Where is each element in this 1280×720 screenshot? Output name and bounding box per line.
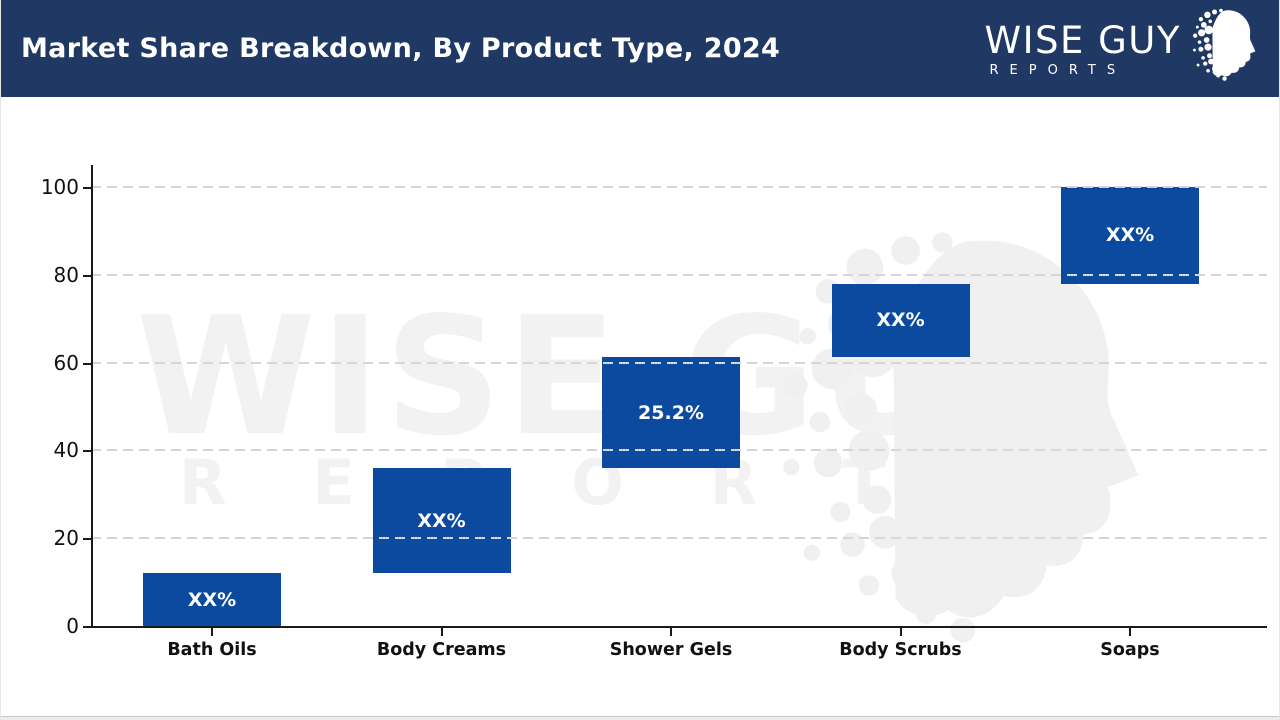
waterfall-bar: XX% xyxy=(372,467,511,574)
y-axis-tick-label: 20 xyxy=(53,526,79,551)
waterfall-bar: XX% xyxy=(143,573,281,626)
y-axis-tick-label: 100 xyxy=(40,175,79,199)
x-axis-tick xyxy=(211,628,213,636)
gridline xyxy=(91,361,1267,364)
logo-subtitle: REPORTS xyxy=(989,63,1127,79)
bottom-edge-rule xyxy=(1,716,1279,720)
x-axis-tick xyxy=(1129,628,1131,636)
waterfall-chart: XX% XX% 25.2% XX% XX% 0 20 40 60 80 100 Bath Oils Bo… xyxy=(1,97,1279,720)
x-axis-category-label: Body Scrubs xyxy=(839,640,962,660)
bar-value-label: XX% xyxy=(1105,224,1155,247)
bar-value-label: XX% xyxy=(417,509,466,532)
y-axis-tick-label: 80 xyxy=(53,262,79,287)
y-axis-tick-label: 40 xyxy=(53,438,79,463)
y-axis-tick-label: 0 xyxy=(66,614,79,638)
gridline xyxy=(91,537,1267,540)
gridline xyxy=(91,273,1267,276)
y-axis-tick xyxy=(83,450,91,453)
x-axis-category-label: Body Creams xyxy=(376,640,507,660)
page-title: Market Share Breakdown, By Product Type,… xyxy=(21,33,781,64)
gridline xyxy=(91,449,1267,452)
x-axis-tick xyxy=(440,628,443,636)
y-axis-tick xyxy=(83,274,91,277)
bar-value-label: XX% xyxy=(876,309,925,332)
bar-value-label: XX% xyxy=(187,588,237,611)
x-axis-category-label: Soaps xyxy=(1100,640,1160,660)
header-band: Market Share Breakdown, By Product Type,… xyxy=(1,0,1279,97)
bar-value-label: 25.2% xyxy=(638,401,704,424)
wise-guy-logo: WISE GUY REPORTS xyxy=(985,8,1265,92)
x-axis-tick xyxy=(670,628,672,636)
y-axis-tick xyxy=(83,626,91,628)
waterfall-bar: XX% xyxy=(1061,187,1199,284)
x-axis-tick xyxy=(899,628,902,636)
y-axis-line xyxy=(91,165,93,628)
logo-text: WISE GUY REPORTS xyxy=(984,18,1181,79)
y-axis-tick xyxy=(83,538,91,541)
x-axis-category-label: Bath Oils xyxy=(167,640,257,660)
logo-wordmark: WISE GUY xyxy=(984,18,1181,62)
waterfall-bar: XX% xyxy=(831,283,970,358)
logo-face-profile-icon xyxy=(1193,8,1256,81)
y-axis-tick xyxy=(83,187,91,189)
x-axis-category-label: Shower Gels xyxy=(609,640,733,660)
x-axis-line xyxy=(91,626,1267,628)
y-axis-tick-label: 60 xyxy=(53,350,79,375)
y-axis-tick xyxy=(83,362,91,365)
gridline xyxy=(91,186,1267,188)
